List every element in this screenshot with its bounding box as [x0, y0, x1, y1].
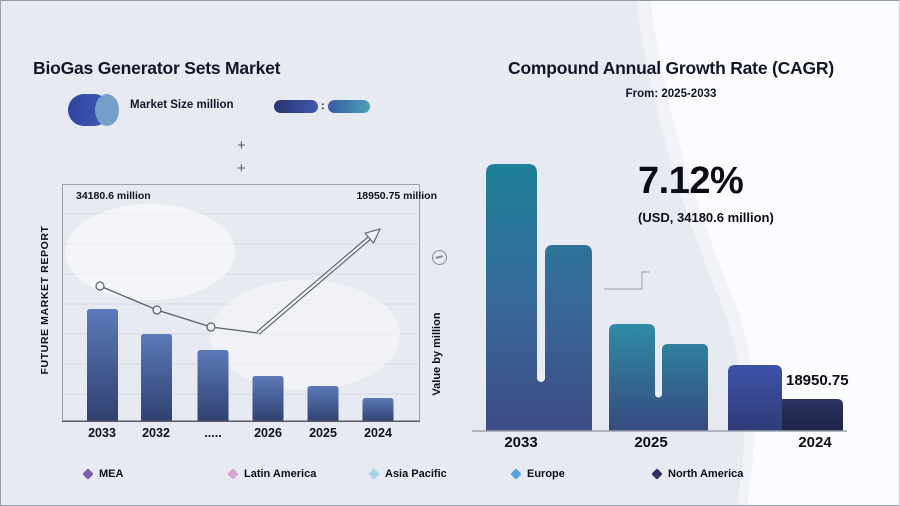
diamond-icon — [651, 468, 663, 480]
cylinder-icon — [68, 94, 119, 126]
x-tick-2032: 2032 — [142, 426, 170, 440]
legend-item-europe: Europe — [510, 466, 565, 482]
market-size-chart — [62, 184, 420, 422]
plus-icon: + — [237, 137, 246, 154]
x-tick-2025: 2025 — [309, 426, 337, 440]
rc-tick-2024: 2024 — [798, 434, 832, 451]
diamond-icon — [368, 468, 380, 480]
bracket-decor — [604, 271, 650, 290]
x-tick-2026: 2026 — [254, 426, 282, 440]
legend-label: Asia Pacific — [385, 468, 447, 480]
legend-label: Latin America — [244, 468, 317, 480]
cagr-title: Compound Annual Growth Rate (CAGR) — [508, 58, 834, 78]
cagr-bars — [486, 164, 843, 431]
rc-tick-2033: 2033 — [504, 434, 538, 451]
legend-label: North America — [668, 468, 744, 480]
trend-markers — [95, 281, 216, 332]
legend-label: MEA — [99, 468, 124, 480]
bar-value-label: 18950.75 — [786, 372, 849, 389]
legend-item-mea: MEA — [82, 466, 124, 482]
market-size-label: Market Size million — [130, 99, 234, 111]
frame-top-border — [0, 0, 900, 1]
x-tick-2033: 2033 — [88, 426, 116, 440]
legend-item-north-america: North America — [651, 466, 744, 482]
cagr-header: Compound Annual Growth Rate (CAGR) From:… — [455, 58, 887, 100]
cagr-detail: (USD, 34180.6 million) — [638, 210, 774, 225]
cloud-watermark — [210, 280, 400, 390]
cloud-watermark — [65, 204, 235, 300]
future-market-report-watermark: FUTURE MARKET REPORT — [39, 225, 51, 375]
cagr-value: 7.12% — [638, 160, 744, 202]
growth-arrow — [256, 228, 382, 335]
market-size-bars — [87, 309, 394, 422]
legend-item-asia-pacific: Asia Pacific — [368, 466, 447, 482]
x-tick-2024: 2024 — [364, 426, 392, 440]
legend-label: Europe — [527, 468, 565, 480]
annotation-right: 18950.75 million — [356, 190, 437, 202]
pill-left-icon — [274, 100, 318, 113]
diamond-icon — [82, 468, 94, 480]
trend-line — [99, 285, 259, 334]
frame-left-border — [0, 0, 1, 506]
diamond-icon — [510, 468, 522, 480]
legend-item-latin-america: Latin America — [227, 466, 317, 482]
ratio-separator: : — [321, 100, 325, 112]
x-tick-ellipsis: ..... — [204, 426, 222, 440]
ratio-pills: : — [274, 100, 370, 113]
annotation-left: 34180.6 million — [76, 190, 151, 202]
cagr-chart — [472, 164, 847, 432]
pill-right-icon — [327, 100, 370, 113]
page-title: BioGas Generator Sets Market — [33, 58, 281, 78]
value-axis-label: Value by million — [431, 312, 443, 396]
cagr-subtitle: From: 2025-2033 — [625, 88, 717, 100]
plus-icon: + — [237, 160, 246, 177]
rc-tick-2025: 2025 — [634, 434, 668, 451]
diamond-icon — [227, 468, 239, 480]
